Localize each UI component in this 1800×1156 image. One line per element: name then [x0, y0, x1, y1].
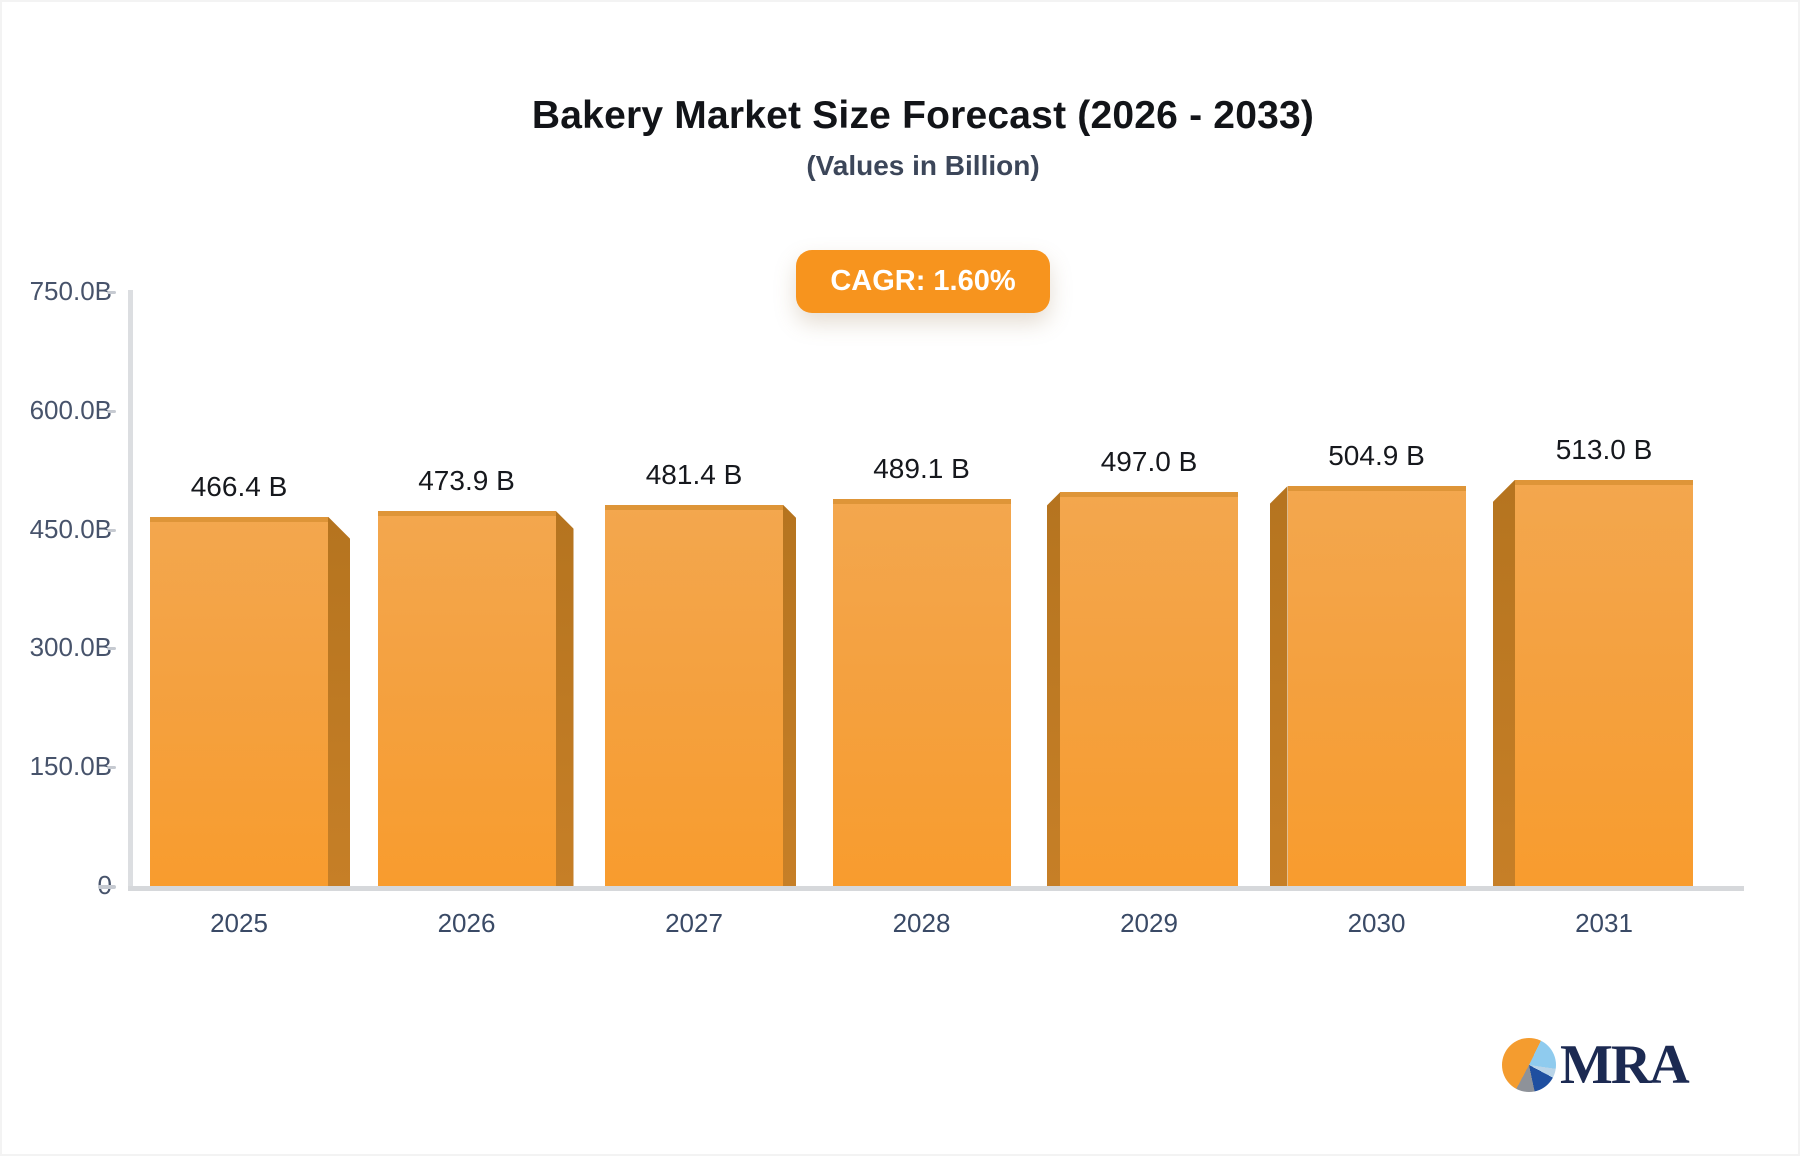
bar-value-label: 466.4 B	[190, 470, 288, 502]
y-tick-label: 450.0B	[29, 513, 112, 544]
bar-value-label: 481.4 B	[645, 458, 743, 490]
cagr-badge: CAGR: 1.60%	[796, 250, 1050, 313]
bar-top-highlight	[1287, 486, 1466, 492]
x-tick-label: 2026	[437, 908, 496, 938]
bar-3d-side	[1047, 492, 1060, 886]
y-tick-label: 750.0B	[29, 276, 112, 306]
bar	[605, 504, 783, 886]
y-tick-label: 600.0B	[29, 394, 112, 425]
y-tick-label: 0	[0, 870, 112, 901]
bar-value-label: 513.0 B	[1555, 433, 1653, 465]
bar-top-highlight	[1060, 492, 1238, 498]
bar	[150, 516, 328, 886]
bar-value-label: 489.1 B	[873, 452, 970, 484]
bar-top-highlight	[377, 510, 556, 516]
y-tick-mark	[98, 885, 116, 889]
bar-3d-side	[555, 510, 574, 886]
mra-logo-text: MRA	[1560, 1034, 1690, 1096]
y-tick-mark	[107, 528, 116, 532]
bar	[1060, 492, 1238, 886]
y-tick-mark	[107, 291, 116, 294]
mra-logo: MRA	[1502, 1034, 1690, 1096]
bar	[377, 510, 556, 886]
x-tick-label: 2030	[1347, 908, 1406, 938]
y-tick-label: 150.0B	[29, 751, 112, 782]
y-axis-line	[128, 290, 133, 888]
x-tick-label: 2025	[210, 908, 268, 938]
bar-3d-side	[328, 516, 350, 886]
cagr-badge-wrap: CAGR: 1.60%	[23, 250, 1800, 313]
bar-value-label: 473.9 B	[418, 464, 515, 496]
bar	[1515, 479, 1693, 886]
bar-3d-side	[783, 504, 796, 886]
chart-title: Bakery Market Size Forecast (2026 - 2033…	[531, 94, 1315, 137]
bar-value-label: 504.9 B	[1328, 440, 1425, 472]
bar	[1287, 486, 1466, 886]
x-axis-line	[128, 886, 1744, 891]
x-tick-label: 2027	[665, 908, 723, 938]
x-tick-label: 2028	[892, 908, 951, 938]
bar-top-highlight	[605, 504, 783, 510]
bar-3d-side	[1493, 479, 1515, 886]
x-tick-label: 2029	[1120, 908, 1178, 938]
y-tick-mark	[107, 409, 116, 413]
mra-logo-pie-icon	[1502, 1038, 1556, 1092]
bar	[832, 498, 1011, 886]
bar-3d-side	[1269, 486, 1288, 886]
bar-top-highlight	[1515, 479, 1693, 485]
y-tick-mark	[107, 766, 116, 770]
bar-top-highlight	[150, 516, 328, 522]
x-tick-label: 2031	[1575, 908, 1633, 938]
y-tick-label: 300.0B	[29, 632, 112, 663]
bar-value-label: 497.0 B	[1100, 446, 1198, 478]
chart-subtitle: (Values in Billion)	[806, 150, 1040, 181]
y-tick-mark	[107, 647, 116, 651]
bar-top-highlight	[832, 498, 1011, 504]
